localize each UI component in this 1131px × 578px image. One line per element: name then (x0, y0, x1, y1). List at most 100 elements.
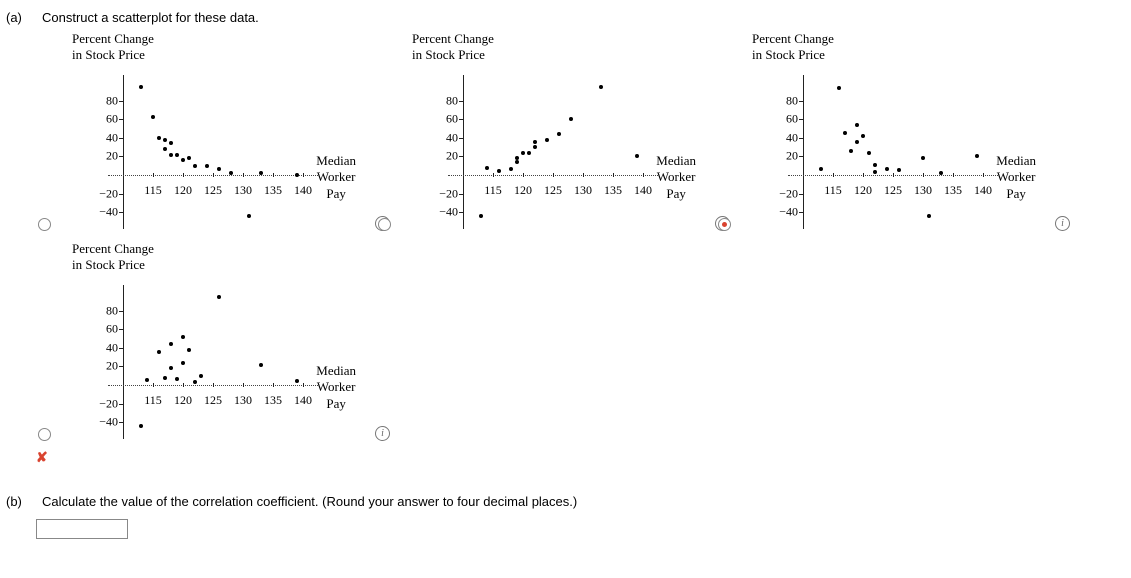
data-point (819, 167, 823, 171)
data-point (939, 171, 943, 175)
data-point (259, 363, 263, 367)
data-point (169, 342, 173, 346)
data-point (635, 154, 639, 158)
y-tick: −40 (94, 205, 118, 220)
x-tick: 125 (204, 393, 222, 408)
chart-option: Percent Change in Stock Price Median Work… (36, 31, 358, 231)
correlation-input[interactable] (36, 519, 128, 539)
data-point (521, 151, 525, 155)
info-icon[interactable]: i (375, 426, 390, 441)
x-tick: 120 (174, 183, 192, 198)
data-point (193, 380, 197, 384)
data-point (259, 171, 263, 175)
x-tick: 130 (574, 183, 592, 198)
option-radio[interactable] (38, 428, 51, 441)
data-point (527, 151, 531, 155)
y-tick: 80 (774, 93, 798, 108)
y-tick: 40 (774, 130, 798, 145)
scatterplot: Percent Change in Stock PriceMedian Work… (738, 31, 1038, 231)
data-point (533, 145, 537, 149)
data-point (163, 138, 167, 142)
data-point (175, 377, 179, 381)
x-tick: 130 (234, 393, 252, 408)
y-axis-label: Percent Change in Stock Price (72, 31, 154, 64)
x-tick: 120 (174, 393, 192, 408)
y-tick: 60 (434, 112, 458, 127)
data-point (897, 168, 901, 172)
x-tick: 125 (204, 183, 222, 198)
data-point (975, 154, 979, 158)
data-point (181, 158, 185, 162)
y-tick: 80 (94, 303, 118, 318)
data-point (181, 335, 185, 339)
option-radio[interactable] (718, 218, 731, 231)
data-point (533, 140, 537, 144)
y-tick: 20 (774, 149, 798, 164)
x-tick: 130 (914, 183, 932, 198)
x-tick: 140 (294, 393, 312, 408)
y-tick: 40 (94, 130, 118, 145)
y-tick: 40 (434, 130, 458, 145)
chart-option: Percent Change in Stock PriceMedian Work… (36, 241, 358, 441)
x-axis-label: Median Worker Pay (656, 153, 696, 202)
y-tick: −40 (434, 205, 458, 220)
x-axis-label: Median Worker Pay (996, 153, 1036, 202)
data-point (139, 85, 143, 89)
scatterplot: Percent Change in Stock Price Median Work… (58, 31, 358, 231)
data-point (229, 171, 233, 175)
x-tick: 120 (854, 183, 872, 198)
data-point (205, 164, 209, 168)
data-point (867, 151, 871, 155)
x-tick: 120 (514, 183, 532, 198)
data-point (193, 164, 197, 168)
y-tick: −40 (94, 415, 118, 430)
y-tick: 60 (94, 322, 118, 337)
x-tick: 140 (634, 183, 652, 198)
data-point (545, 138, 549, 142)
y-tick: −20 (94, 186, 118, 201)
data-point (855, 140, 859, 144)
x-axis-label: Median Worker Pay (316, 153, 356, 202)
data-point (849, 149, 853, 153)
x-tick: 125 (544, 183, 562, 198)
data-point (151, 115, 155, 119)
data-point (843, 131, 847, 135)
x-tick: 135 (944, 183, 962, 198)
option-radio[interactable] (378, 218, 391, 231)
data-point (139, 424, 143, 428)
data-point (873, 170, 877, 174)
y-tick: −20 (94, 396, 118, 411)
y-tick: 20 (94, 149, 118, 164)
y-axis-label: Percent Change in Stock Price (412, 31, 494, 64)
data-point (175, 153, 179, 157)
data-point (199, 374, 203, 378)
data-point (217, 295, 221, 299)
data-point (145, 378, 149, 382)
data-point (163, 147, 167, 151)
info-icon[interactable]: i (1055, 216, 1070, 231)
x-tick: 115 (144, 393, 162, 408)
part-b-prompt: Calculate the value of the correlation c… (42, 494, 577, 509)
y-tick: −40 (774, 205, 798, 220)
x-tick: 135 (264, 183, 282, 198)
y-tick: 20 (434, 149, 458, 164)
data-point (295, 379, 299, 383)
data-point (885, 167, 889, 171)
x-tick: 115 (144, 183, 162, 198)
y-tick: 80 (94, 93, 118, 108)
data-point (479, 214, 483, 218)
data-point (515, 156, 519, 160)
data-point (181, 361, 185, 365)
x-tick: 140 (974, 183, 992, 198)
data-point (187, 156, 191, 160)
y-tick: −20 (434, 186, 458, 201)
y-tick: 40 (94, 340, 118, 355)
data-point (157, 136, 161, 140)
x-tick: 130 (234, 183, 252, 198)
chart-option: Percent Change in Stock PriceMedian Work… (716, 31, 1038, 231)
x-tick: 135 (264, 393, 282, 408)
option-radio[interactable] (38, 218, 51, 231)
part-a-prompt: Construct a scatterplot for these data. (42, 10, 259, 25)
y-tick: −20 (774, 186, 798, 201)
data-point (861, 134, 865, 138)
